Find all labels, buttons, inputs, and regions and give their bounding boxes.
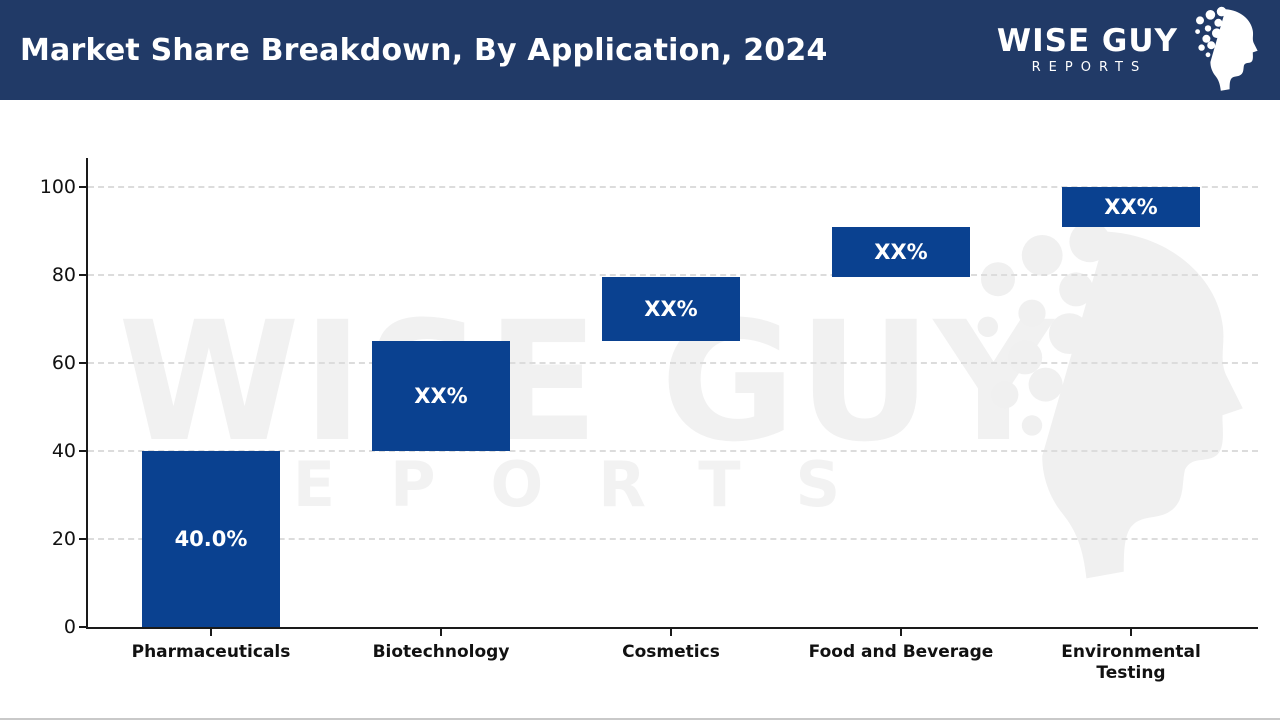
bar-segment: XX% xyxy=(602,277,740,341)
x-axis-tick xyxy=(670,629,672,636)
bar-value-label: 40.0% xyxy=(174,527,248,551)
watermark-dotted-head-icon xyxy=(977,221,1243,579)
y-axis-tick-label: 40 xyxy=(51,440,76,462)
x-axis-tick xyxy=(440,629,442,636)
brand-logo-text: WISE GUY REPORTS xyxy=(996,23,1178,75)
gridline xyxy=(88,538,1258,540)
chart-header: Market Share Breakdown, By Application, … xyxy=(0,0,1280,100)
x-axis-tick xyxy=(900,629,902,636)
category-label: Environmental Testing xyxy=(1061,642,1201,684)
category-label: Biotechnology xyxy=(372,642,510,662)
y-axis-tick xyxy=(79,626,86,628)
watermark-brand-name: WISE GUY xyxy=(118,286,1056,478)
category-label: Pharmaceuticals xyxy=(131,642,291,662)
bar-segment: XX% xyxy=(372,341,510,451)
x-axis-line xyxy=(86,627,1258,629)
category-label: Cosmetics xyxy=(622,642,720,662)
y-axis-tick xyxy=(79,274,86,276)
bar-segment: XX% xyxy=(1062,187,1200,227)
gridline xyxy=(88,274,1258,276)
dotted-head-icon xyxy=(1195,6,1258,91)
y-axis-tick-label: 20 xyxy=(51,528,76,550)
y-axis-tick xyxy=(79,362,86,364)
page-title: Market Share Breakdown, By Application, … xyxy=(20,32,828,68)
gridline xyxy=(88,450,1258,452)
bar-segment: XX% xyxy=(832,226,970,278)
y-axis-tick xyxy=(79,186,86,188)
y-axis-tick-label: 100 xyxy=(39,176,76,198)
y-axis-tick xyxy=(79,538,86,540)
bar-value-label: XX% xyxy=(1104,194,1158,219)
bar-segment: 40.0% xyxy=(142,451,280,627)
bar-value-label: XX% xyxy=(644,297,698,322)
brand-name: WISE GUY xyxy=(996,23,1178,59)
x-axis-tick xyxy=(210,629,212,636)
y-axis-tick-label: 0 xyxy=(63,616,76,638)
waterfall-chart: WISE GUY REPORTS 0 20 40 60 80 100 40.0% Pharma… xyxy=(0,100,1280,718)
x-axis-tick xyxy=(1130,629,1132,636)
y-axis-tick xyxy=(79,450,86,452)
bar-value-label: XX% xyxy=(414,384,468,408)
category-label: Food and Beverage xyxy=(808,642,994,662)
watermark-brand-subname: REPORTS xyxy=(190,448,896,521)
y-axis-tick-label: 80 xyxy=(51,264,76,286)
y-axis-tick-label: 60 xyxy=(51,352,76,374)
y-axis-line xyxy=(86,158,88,629)
gridline xyxy=(88,362,1258,364)
bar-value-label: XX% xyxy=(874,239,928,264)
gridline xyxy=(88,186,1258,188)
brand-subname: REPORTS xyxy=(1031,60,1148,75)
brand-logo: WISE GUY REPORTS xyxy=(997,6,1266,94)
